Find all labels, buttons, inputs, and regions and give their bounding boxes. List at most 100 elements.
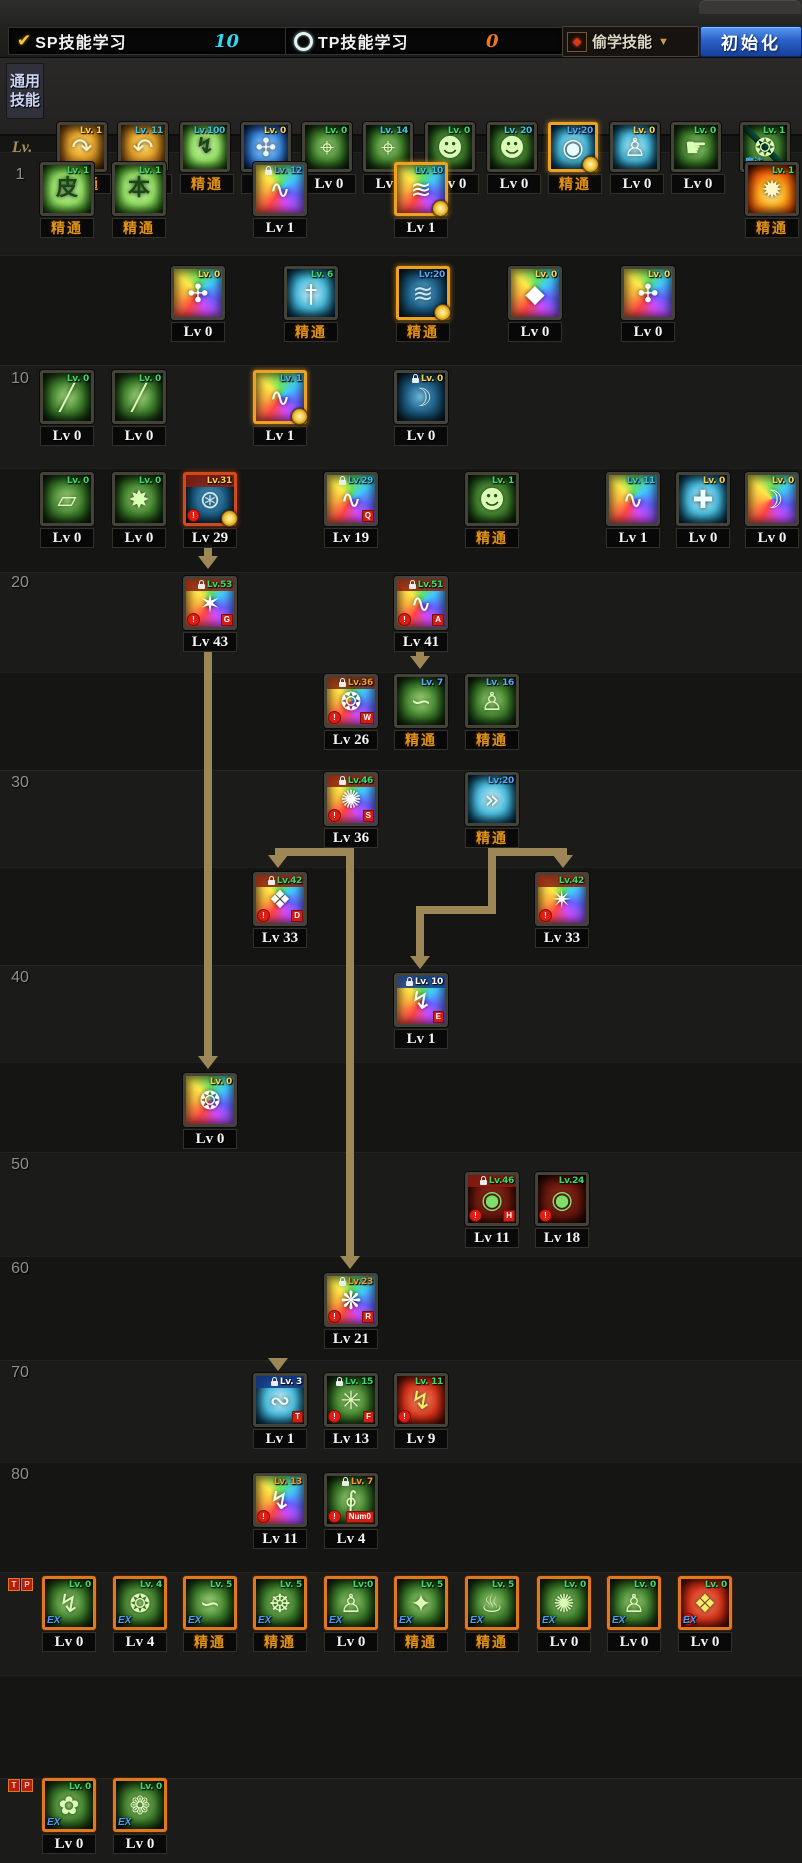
skill-art-glyph: ⌖ [380,132,396,162]
skill-icon[interactable]: ∿ Lv. 1 Lv 1 [253,370,308,446]
skill-art-glyph: ∽ [199,1588,221,1618]
skill-icon[interactable]: ✶ Lv.53! G Lv 43 [183,576,237,652]
skill-icon[interactable]: ✺ Lv. 0 EX Lv 0 [537,1576,591,1652]
skill-art-glyph: ↯ [269,1485,291,1515]
ex-badge: EX [399,1615,413,1626]
skill-icon[interactable]: ❖ Lv.42! D Lv 33 [253,872,307,948]
skill-level-label: Lv 0 [171,322,225,342]
skill-icon[interactable]: ∿ Lv. 12 Lv 1 [253,162,307,238]
skill-icon[interactable]: ❂ Lv. 0 Lv 0 [183,1073,237,1149]
skill-icon[interactable]: ❂ Lv.36! W Lv 26 [324,674,378,750]
skill-icon[interactable]: ♙ Lv. 0 Lv 0 [610,122,664,194]
row-level-label: 50 [11,1156,29,1173]
skill-level-label: Lv 11 [253,1529,307,1549]
skill-icon[interactable]: ╱ Lv. 0 Lv 0 [40,370,94,446]
skill-icon[interactable]: ≋ Lv:20 精通 [396,266,451,342]
skill-icon[interactable]: ♨ Lv. 5 EX 精通 [465,1576,519,1652]
skill-icon[interactable]: ☽ Lv. 0 Lv 0 [745,472,799,548]
skill-level-label: Lv 1 [253,218,307,238]
skill-icon[interactable]: ✸ Lv. 0 Lv 0 [112,472,166,548]
skill-required-level-badge: Lv.46 [327,775,375,787]
ex-badge: EX [612,1615,626,1626]
skill-art-glyph: ❋ [340,1285,362,1315]
skill-icon[interactable]: ♙ Lv:0 EX Lv 0 [324,1576,378,1652]
reset-button[interactable]: 初始化 [700,26,802,57]
skill-icon[interactable]: ☻ Lv. 1 精通 [465,472,519,548]
skill-icon[interactable]: ✿ Lv. 0 EX Lv 0 [42,1778,96,1854]
skill-icon[interactable]: ∽ Lv. 7 精通 [394,674,448,750]
skill-icon[interactable]: ╱ Lv. 0 Lv 0 [112,370,166,446]
skill-icon[interactable]: ◆ Lv. 0 Lv 0 [508,266,562,342]
skill-icon[interactable]: ◉ Lv.46! H Lv 11 [465,1172,519,1248]
skill-icon[interactable]: ∿ Lv. 11 Lv 1 [606,472,660,548]
warning-icon: ! [187,613,200,626]
skill-icon[interactable]: 本 Lv. 1 精通 [112,162,166,238]
skill-icon[interactable]: ∾ Lv. 3 T Lv 1 [253,1373,307,1449]
skill-art-glyph: ⌖ [319,132,335,162]
skill-icon[interactable]: ✺ Lv.46! S Lv 36 [324,772,378,848]
skill-icon[interactable]: ▱ Lv. 0 Lv 0 [40,472,94,548]
skill-icon[interactable]: 皮 Lv. 1 精通 [40,162,94,238]
row-level-label: 60 [11,1260,29,1277]
skill-icon[interactable]: ✴ Lv.42! Lv 33 [535,872,589,948]
skill-icon[interactable]: ◉ Lv:20 精通 [548,122,602,194]
skill-art-glyph: ✺ [340,784,362,814]
skill-icon[interactable]: ⌖ Lv. 0 Lv 0 [302,122,356,194]
skill-level-label: Lv 1 [606,528,660,548]
skill-level-label: Lv 0 [537,1632,591,1652]
warning-icon: ! [398,613,411,626]
skill-level-label: Lv 0 [40,528,94,548]
ex-badge: EX [47,1817,61,1828]
skill-art-glyph: ❖ [268,884,292,914]
skill-icon[interactable]: ∽ Lv. 5 EX 精通 [183,1576,237,1652]
skill-icon[interactable]: ↯ Lv. 11! Lv 9 [394,1373,448,1449]
skill-icon[interactable]: ◉ Lv.24! Lv 18 [535,1172,589,1248]
warning-icon: ! [328,1310,341,1323]
skill-icon[interactable]: ♙ Lv. 0 EX Lv 0 [607,1576,661,1652]
skill-required-level-badge: Lv. 5 [279,1580,302,1590]
skill-art-glyph: ☛ [684,132,708,162]
skill-art-glyph: ❂ [754,132,776,162]
skill-icon[interactable]: ❋ Lv.23! R Lv 21 [324,1273,378,1349]
skill-icon[interactable]: ☽ Lv. 0 Lv 0 [394,370,448,446]
skill-icon[interactable]: ↯ Lv. 0 EX Lv 0 [42,1576,96,1652]
skill-icon[interactable]: ∮ Lv. 7! Num0 Lv 4 [324,1473,378,1549]
skill-icon[interactable]: » Lv:20 精通 [465,772,519,848]
skill-required-level-badge: Lv.51 [397,579,445,591]
skill-icon[interactable]: ↯ Lv.100 精通 [180,122,234,194]
warning-icon: ! [682,1613,695,1626]
row-level-label: 80 [11,1466,29,1483]
skill-icon[interactable]: ✣Lv. 0 Lv 0 [171,266,225,342]
skill-icon[interactable]: ✚ Lv. 0 Lv 0 [676,472,730,548]
skill-icon[interactable]: ☸ Lv. 5 EX 精通 [253,1576,307,1652]
skill-required-level-badge: Lv. 0 [68,1782,91,1792]
skill-icon[interactable]: † Lv. 6 精通 [284,266,338,342]
skill-icon[interactable]: ≋ Lv. 10 Lv 1 [394,162,449,238]
skill-icon[interactable]: ♙ Lv. 16 精通 [465,674,519,750]
skill-required-level-badge: Lv. 15 [327,1376,375,1388]
skill-level-label: Lv 1 [394,218,448,238]
skill-icon[interactable]: ❂ Lv. 4 EX Lv 4 [113,1576,167,1652]
skill-icon[interactable]: ✹ Lv. 1 精通 [745,162,799,238]
skill-icon[interactable]: ☛ Lv. 0 Lv 0 [671,122,725,194]
row-level-label: 40 [11,969,29,986]
clock-icon [291,408,308,425]
skill-level-label: Lv 0 [607,1632,661,1652]
skill-icon[interactable]: ✣Lv. 0 Lv 0 [621,266,675,342]
skill-icon[interactable]: ✦ Lv. 5 EX 精通 [394,1576,448,1652]
skill-icon[interactable]: ⊛ Lv.31! Lv 29 [183,472,238,548]
skill-level-label: Lv 21 [324,1329,378,1349]
skill-icon[interactable]: ❖ Lv. 0! EX Lv 0 [678,1576,732,1652]
skill-icon[interactable]: ↯ Lv. 13! Lv 11 [253,1473,307,1549]
skill-level-label: 精通 [465,1632,519,1652]
lock-icon [267,876,275,885]
tree-row-band [0,1152,802,1257]
skill-icon[interactable]: ∿ Lv.51! A Lv 41 [394,576,448,652]
skill-icon[interactable]: ☻ Lv. 20 Lv 0 [487,122,541,194]
skill-icon[interactable]: ❁ Lv. 0 EX Lv 0 [113,1778,167,1854]
steal-skill-dropdown[interactable]: ◆ 偷学技能 ▼ [562,26,699,57]
arrow-head [553,855,573,868]
skill-icon[interactable]: ✳ Lv. 15! F Lv 13 [324,1373,378,1449]
skill-icon[interactable]: ∿ Lv.29 Q Lv 19 [324,472,378,548]
skill-icon[interactable]: ↯ Lv. 10 E Lv 1 [394,973,448,1049]
